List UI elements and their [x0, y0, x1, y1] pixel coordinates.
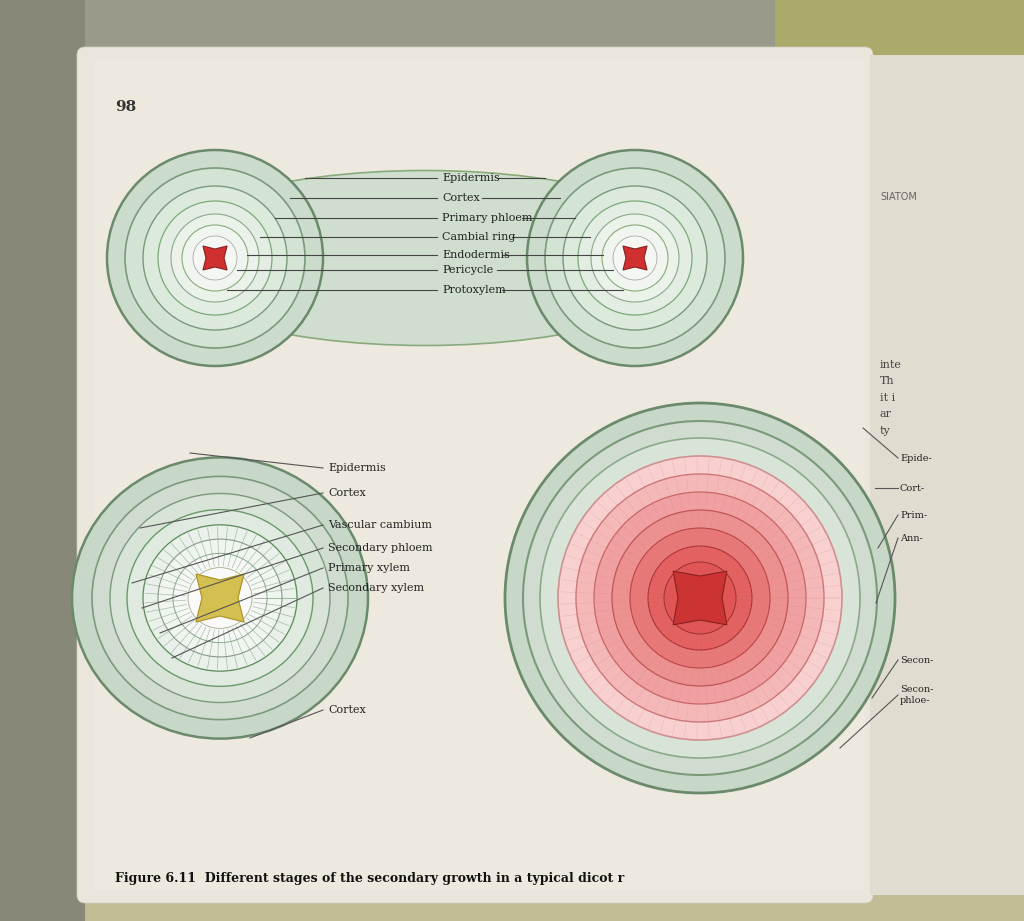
Ellipse shape	[158, 201, 272, 315]
Ellipse shape	[664, 562, 736, 634]
Ellipse shape	[558, 456, 842, 740]
Ellipse shape	[145, 170, 705, 345]
Ellipse shape	[110, 494, 330, 703]
Bar	[870, 55, 1024, 895]
Text: Ann-: Ann-	[900, 533, 923, 542]
Ellipse shape	[612, 510, 788, 686]
Ellipse shape	[106, 150, 323, 366]
Text: Primary phloem: Primary phloem	[442, 213, 532, 223]
Polygon shape	[203, 246, 227, 270]
Ellipse shape	[594, 492, 806, 704]
FancyBboxPatch shape	[77, 47, 873, 903]
Text: Pericycle: Pericycle	[442, 265, 494, 275]
Text: Vascular cambium: Vascular cambium	[328, 520, 432, 530]
Polygon shape	[196, 574, 244, 622]
Polygon shape	[673, 571, 727, 624]
Text: Cambial ring: Cambial ring	[442, 232, 515, 242]
Ellipse shape	[193, 236, 237, 280]
Ellipse shape	[173, 554, 267, 643]
Ellipse shape	[182, 225, 248, 291]
Ellipse shape	[648, 546, 752, 650]
Text: Secon-
phloe-: Secon- phloe-	[900, 685, 933, 705]
Ellipse shape	[158, 539, 282, 657]
Text: Cort-: Cort-	[900, 484, 925, 493]
Ellipse shape	[540, 438, 860, 758]
Text: Cortex: Cortex	[442, 193, 480, 203]
Text: Secondary xylem: Secondary xylem	[328, 583, 424, 593]
Ellipse shape	[630, 528, 770, 668]
Ellipse shape	[188, 567, 252, 628]
Ellipse shape	[591, 214, 679, 302]
Ellipse shape	[143, 186, 287, 330]
Ellipse shape	[523, 421, 877, 775]
Ellipse shape	[527, 150, 743, 366]
Text: Secon-: Secon-	[900, 656, 933, 664]
Ellipse shape	[72, 458, 368, 739]
Text: Figure 6.11  Different stages of the secondary growth in a typical dicot r: Figure 6.11 Different stages of the seco…	[115, 872, 625, 885]
Ellipse shape	[92, 476, 348, 719]
Text: Endodermis: Endodermis	[442, 250, 510, 260]
Ellipse shape	[171, 214, 259, 302]
Text: Epidermis: Epidermis	[328, 463, 386, 473]
Text: Protoxylem: Protoxylem	[442, 285, 506, 295]
Ellipse shape	[575, 474, 824, 722]
Ellipse shape	[613, 236, 657, 280]
FancyBboxPatch shape	[95, 60, 865, 890]
Ellipse shape	[505, 403, 895, 793]
Text: Prim-: Prim-	[900, 510, 927, 519]
Ellipse shape	[125, 168, 305, 348]
Ellipse shape	[143, 525, 297, 671]
Bar	[0, 0, 1024, 65]
Text: 98: 98	[115, 100, 136, 114]
Bar	[0, 0, 85, 921]
Ellipse shape	[563, 186, 707, 330]
Ellipse shape	[127, 509, 313, 686]
Ellipse shape	[602, 225, 668, 291]
Polygon shape	[623, 246, 647, 270]
Text: Cortex: Cortex	[328, 705, 366, 715]
Text: Secondary phloem: Secondary phloem	[328, 543, 432, 553]
Ellipse shape	[578, 201, 692, 315]
Text: Cortex: Cortex	[328, 488, 366, 498]
Text: Primary xylem: Primary xylem	[328, 563, 410, 573]
FancyBboxPatch shape	[775, 0, 1024, 305]
Ellipse shape	[545, 168, 725, 348]
Text: Epidermis: Epidermis	[442, 173, 500, 183]
Text: Epide-: Epide-	[900, 453, 932, 462]
Text: inte
Th
it i
ar
ty: inte Th it i ar ty	[880, 360, 902, 436]
Text: SIATOM: SIATOM	[880, 192, 916, 202]
